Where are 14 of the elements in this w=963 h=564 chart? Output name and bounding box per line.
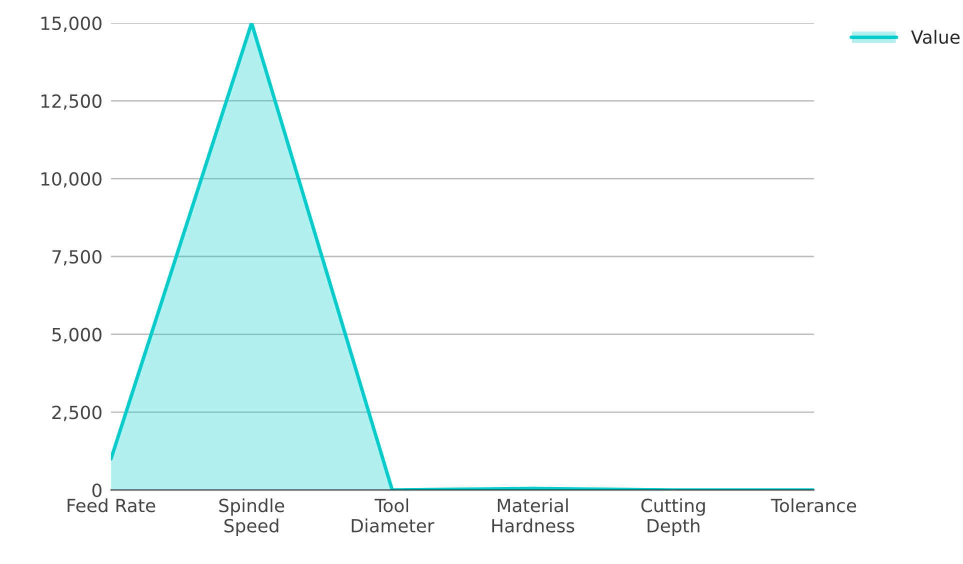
x-tick-label: Tolerance bbox=[770, 498, 856, 512]
x-tick-label: Tool Diameter bbox=[352, 498, 434, 533]
y-tick-label: 5,000 bbox=[52, 328, 102, 344]
x-tick-label: Spindle Speed bbox=[219, 498, 284, 536]
y-tick-label: 2,500 bbox=[52, 406, 102, 422]
y-tick-label: 10,000 bbox=[41, 172, 102, 188]
x-tick-label: Feed Rate bbox=[68, 498, 156, 512]
legend-label: Value bbox=[911, 30, 960, 44]
x-tick-label: Cutting Depth bbox=[641, 498, 705, 536]
y-tick-label: 15,000 bbox=[41, 16, 102, 32]
x-tick-label: Material Hardness bbox=[492, 498, 574, 533]
y-tick-label: 0 bbox=[92, 483, 102, 498]
y-tick-label: 12,500 bbox=[41, 94, 102, 110]
y-tick-label: 7,500 bbox=[52, 250, 102, 266]
